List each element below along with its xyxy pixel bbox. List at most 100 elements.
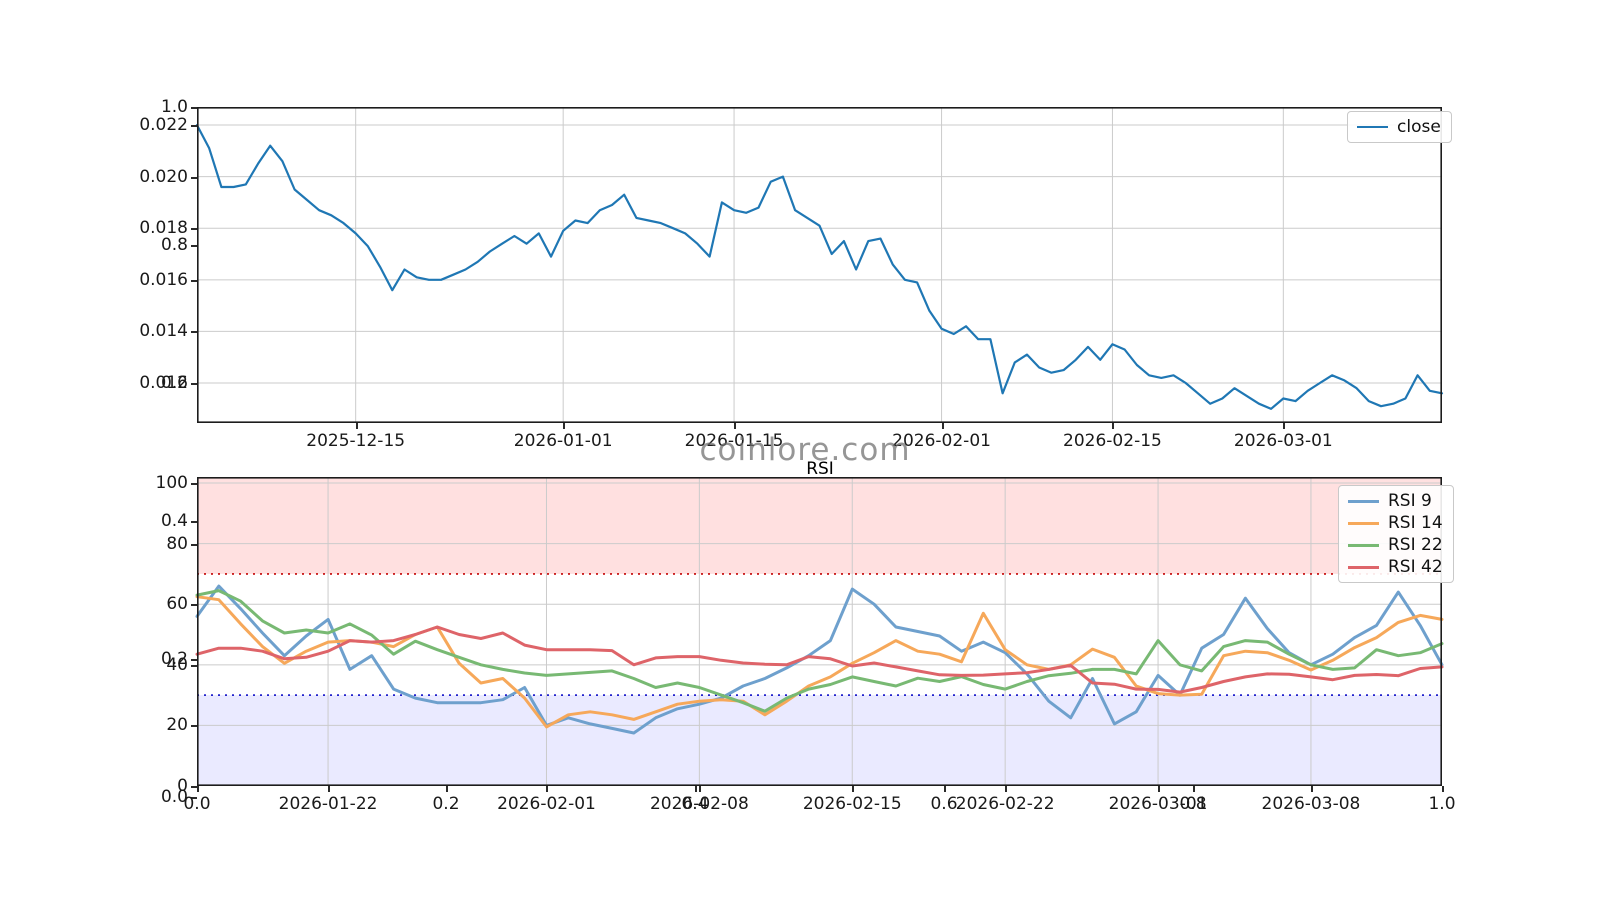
y-tick-label: 0.014 <box>139 321 188 342</box>
overlay-y-tick <box>191 383 197 385</box>
x-tick <box>852 786 855 792</box>
overlay-y-tick-label: 0.8 <box>160 235 188 255</box>
y-tick-label: 80 <box>166 533 188 554</box>
overbought-band <box>197 477 1442 574</box>
overlay-y-tick-label: 0.6 <box>160 373 188 393</box>
y-tick-label: 0 <box>177 776 188 796</box>
y-tick <box>191 483 197 486</box>
x-tick <box>699 786 702 792</box>
x-tick <box>1283 423 1286 429</box>
x-tick-label: 2026-02-15 <box>1063 431 1162 451</box>
y-tick-label: 100 <box>155 473 188 494</box>
y-tick-label: 0.018 <box>139 218 188 239</box>
x-tick <box>1005 786 1008 792</box>
legend-item-close: close <box>1357 116 1441 138</box>
overlay-x-tick-label: 1.0 <box>1428 794 1456 814</box>
y-tick-label: 60 <box>166 594 188 615</box>
legend-item-rsi-14: RSI 14 <box>1348 512 1443 534</box>
rsi-plot <box>195 477 1444 786</box>
y-tick <box>191 331 197 334</box>
y-tick <box>191 176 197 179</box>
overlay-y-tick <box>191 107 197 109</box>
y-tick <box>191 125 197 128</box>
rsi-22-line <box>195 589 1444 713</box>
legend-label: RSI 9 <box>1388 491 1432 511</box>
overlay-y-tick <box>191 659 197 661</box>
y-tick-label: 0.016 <box>139 269 188 290</box>
plot-border <box>197 107 1443 423</box>
x-tick <box>941 423 944 429</box>
x-tick-label: 2026-03-01 <box>1233 431 1333 451</box>
x-tick-label: 2026-03-08 <box>1261 794 1361 814</box>
y-tick-label: 0.012 <box>139 373 188 394</box>
overlay-y-tick-label: 1.0 <box>160 97 188 117</box>
y-tick <box>191 786 197 788</box>
overlay-x-tick <box>197 786 199 792</box>
overlay-x-tick-label: 0.4 <box>681 794 709 814</box>
y-tick-label: 20 <box>166 715 188 736</box>
x-tick-label: 2026-02-22 <box>955 794 1055 814</box>
rsi-9-line-swatch <box>1348 499 1379 503</box>
plot-border <box>197 477 1443 786</box>
overlay-y-tick <box>191 521 197 523</box>
y-tick <box>191 228 197 231</box>
rsi-legend: RSI 9 RSI 14 RSI 22 RSI 42 <box>1338 485 1454 583</box>
overlay-x-tick <box>1193 786 1195 792</box>
y-tick-label: 0.020 <box>139 166 188 187</box>
legend-item-rsi-42: RSI 42 <box>1348 556 1443 578</box>
overlay-x-tick <box>446 786 448 792</box>
legend-label: RSI 42 <box>1388 557 1443 577</box>
coinlore-watermark: coinlore.com <box>699 432 911 468</box>
overlay-y-tick-label: 0.4 <box>160 511 188 531</box>
close-line <box>195 124 1444 410</box>
legend-item-rsi-22: RSI 22 <box>1348 534 1443 556</box>
overlay-y-tick <box>191 245 197 247</box>
y-tick <box>191 279 197 282</box>
overlay-x-tick <box>695 786 697 792</box>
rsi-9-line <box>195 584 1444 735</box>
x-tick <box>734 423 737 429</box>
y-tick <box>191 543 197 546</box>
legend-label: RSI 22 <box>1388 535 1443 555</box>
rsi-22-line-swatch <box>1348 543 1379 547</box>
x-tick-label: 2026-02-01 <box>497 794 596 814</box>
overlay-x-tick-label: 0.2 <box>432 794 460 814</box>
rsi-chart-title: RSI <box>806 459 834 479</box>
x-tick-label: 2026-02-01 <box>892 431 991 451</box>
x-tick-label: 2026-01-15 <box>684 431 784 451</box>
x-tick-label: 2026-02-15 <box>802 794 902 814</box>
x-tick-label: 2026-02-08 <box>649 794 749 814</box>
y-tick <box>191 604 197 607</box>
overlay-x-tick-label: 0.0 <box>183 794 211 814</box>
legend-item-rsi-9: RSI 9 <box>1348 490 1443 512</box>
overlay-x-tick-label: 0.6 <box>930 794 958 814</box>
close-line-swatch <box>1357 126 1388 128</box>
x-tick <box>546 786 549 792</box>
y-tick <box>191 725 197 728</box>
overlay-y-tick-label: 0.2 <box>160 649 188 669</box>
oversold-band <box>197 695 1442 786</box>
overlay-y-tick <box>191 797 197 799</box>
x-tick <box>1310 786 1313 792</box>
x-tick-label: 2025-12-15 <box>306 431 406 451</box>
x-tick <box>328 786 331 792</box>
overlay-x-tick <box>944 786 946 792</box>
x-tick <box>563 423 566 429</box>
y-tick-label: 0.022 <box>139 115 188 136</box>
overlay-x-tick <box>1442 786 1444 792</box>
x-tick <box>1112 423 1115 429</box>
price-plot <box>195 107 1444 423</box>
rsi-42-line-swatch <box>1348 565 1379 569</box>
x-tick <box>1158 786 1161 792</box>
x-tick <box>355 423 358 429</box>
overlay-x-tick-label: 0.8 <box>1179 794 1207 814</box>
y-tick-label: 40 <box>166 654 188 675</box>
x-tick-label: 2026-01-22 <box>278 794 378 814</box>
legend-label: RSI 14 <box>1388 513 1443 533</box>
rsi-42-line <box>195 625 1444 694</box>
y-tick <box>191 664 197 667</box>
overlay-y-tick-label: 0.0 <box>160 787 188 807</box>
price-legend: close <box>1347 111 1452 143</box>
x-tick-label: 2026-03-01 <box>1108 794 1208 814</box>
legend-label: close <box>1397 117 1441 137</box>
